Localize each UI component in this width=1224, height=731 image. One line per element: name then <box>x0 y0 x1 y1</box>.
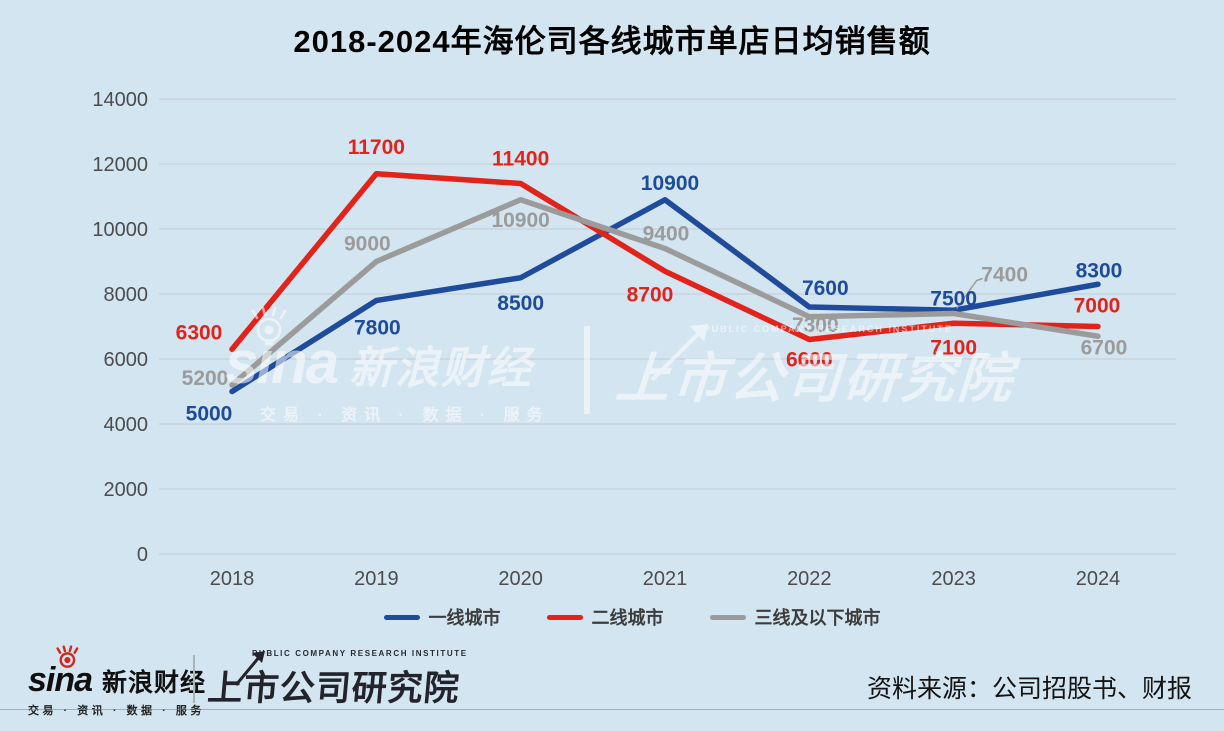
data-label-series1-2019: 11700 <box>348 136 405 159</box>
data-label-series0-2018: 5000 <box>186 403 233 426</box>
legend-item-0: 一线城市 <box>383 604 501 630</box>
y-tick-label: 4000 <box>104 414 149 436</box>
source-text: 资料来源：公司招股书、财报 <box>866 675 1192 703</box>
data-label-series0-2020: 8500 <box>497 292 544 315</box>
sina-logo-cn: 新浪财经 <box>102 669 207 697</box>
data-label-series2-2022: 7300 <box>792 314 839 337</box>
x-tick-label: 2021 <box>643 568 688 590</box>
chart-legend: 一线城市 二线城市 三线及以下城市 <box>20 604 1224 630</box>
legend-item-2: 三线及以下城市 <box>709 604 881 630</box>
legend-swatch-0 <box>383 614 420 620</box>
data-label-series1-2018: 6300 <box>176 321 223 344</box>
data-label-series2-2020: 10900 <box>491 209 549 232</box>
data-label-series0-2024: 8300 <box>1076 259 1123 282</box>
y-tick-label: 6000 <box>104 349 149 371</box>
data-label-series0-2021: 10900 <box>641 172 699 195</box>
data-label-series2-2019: 9000 <box>344 233 391 256</box>
arrow-icon-footer <box>234 651 265 686</box>
institute-logo-en: PUBLIC COMPANY RESEARCH INSTITUTE <box>252 649 468 658</box>
data-label-series0-2023: 7500 <box>930 287 977 310</box>
x-tick-label: 2023 <box>931 568 976 590</box>
y-tick-label: 0 <box>137 544 148 566</box>
x-tick-label: 2019 <box>354 568 399 590</box>
data-label-series1-2024: 7000 <box>1074 295 1121 318</box>
data-label-series1-2020: 11400 <box>492 148 549 171</box>
data-label-series2-2024: 6700 <box>1081 336 1128 359</box>
series-line-0 <box>229 197 1101 395</box>
data-label-series2-2021: 9400 <box>643 223 690 246</box>
x-tick-label: 2022 <box>787 568 832 590</box>
sina-logo-text: sina <box>28 661 93 699</box>
legend-item-1: 二线城市 <box>546 604 664 630</box>
legend-swatch-2 <box>709 614 746 620</box>
footer-rule <box>0 709 1224 710</box>
legend-label-2: 三线及以下城市 <box>754 608 881 628</box>
data-label-series2-2018: 5200 <box>182 367 229 390</box>
y-tick-label: 8000 <box>104 284 149 306</box>
x-tick-label: 2018 <box>210 568 255 590</box>
sina-eye-icon <box>56 645 79 668</box>
sina-finance-logo: sina 新浪财经 交易 · 资讯 · 数据 · 服务 <box>28 645 207 718</box>
y-tick-label: 10000 <box>92 219 148 241</box>
sina-logo-tagline: 交易 · 资讯 · 数据 · 服务 <box>28 705 205 717</box>
chart-title: 2018-2024年海伦司各线城市单店日均销售额 <box>293 24 931 59</box>
series-line-1 <box>229 171 1101 352</box>
legend-label-0: 一线城市 <box>428 608 501 628</box>
legend-label-1: 二线城市 <box>591 608 664 628</box>
data-label-series2-2023: 7400 <box>981 264 1028 287</box>
data-label-series1-2023: 7100 <box>930 336 977 359</box>
x-tick-label: 2024 <box>1076 568 1121 590</box>
institute-logo-cn: 上市公司研究院 <box>206 669 462 708</box>
y-tick-label: 14000 <box>92 89 148 111</box>
y-tick-label: 12000 <box>92 154 148 176</box>
legend-swatch-1 <box>546 614 583 620</box>
footer: sina 新浪财经 交易 · 资讯 · 数据 · 服务 PUBLIC COMPA… <box>0 645 1224 717</box>
y-tick-label: 2000 <box>104 479 149 501</box>
institute-logo: PUBLIC COMPANY RESEARCH INSTITUTE 上市公司研究… <box>206 649 468 711</box>
series-line-2 <box>229 197 1101 388</box>
footer-divider <box>193 655 195 703</box>
x-tick-label: 2020 <box>498 568 543 590</box>
data-label-series0-2019: 7800 <box>354 317 401 340</box>
data-label-series1-2022: 6600 <box>786 349 833 372</box>
data-label-series0-2022: 7600 <box>802 277 849 300</box>
label-leader-line <box>956 277 983 309</box>
data-label-series1-2021: 8700 <box>627 283 674 306</box>
